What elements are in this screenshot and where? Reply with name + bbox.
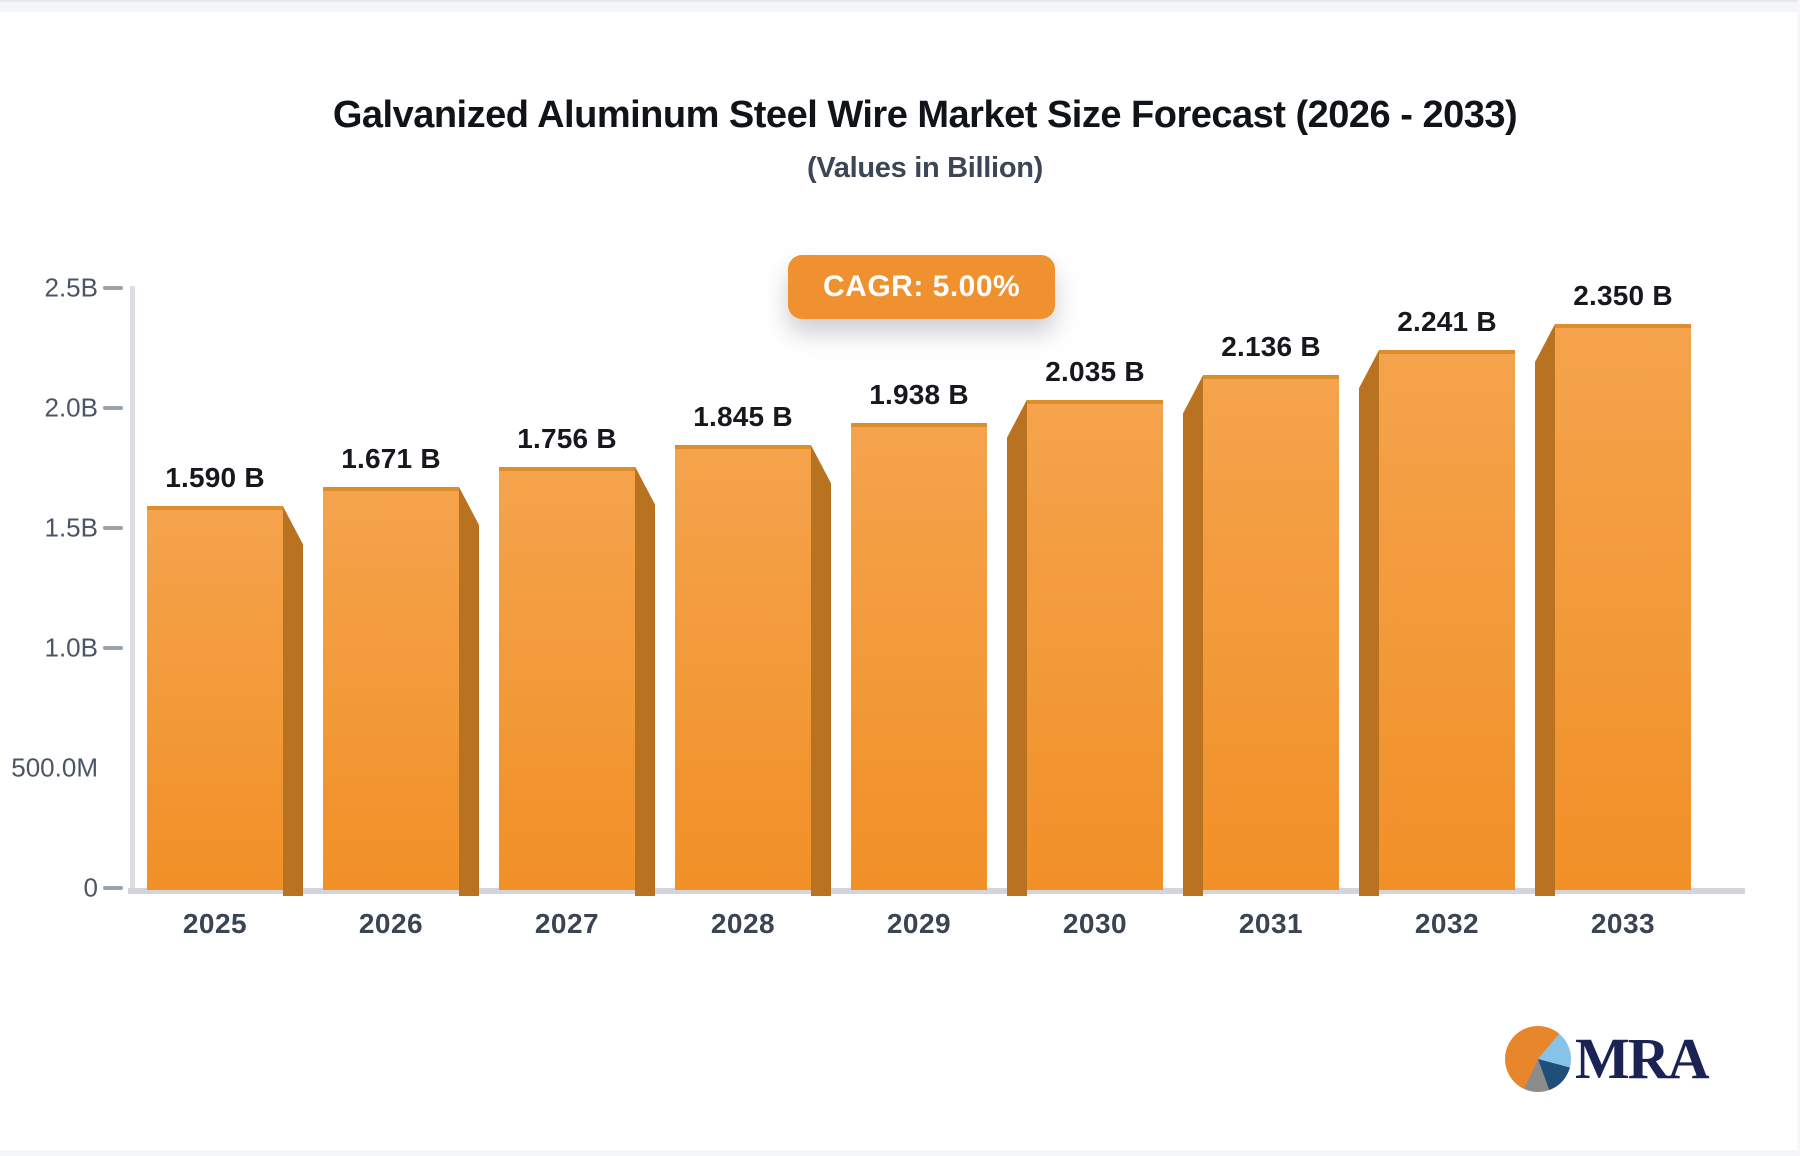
bar-value-label: 1.756 B — [517, 422, 617, 454]
x-category-label: 2027 — [534, 908, 600, 939]
pie-chart-icon — [1505, 1026, 1571, 1092]
y-tick-label: 500.0M — [11, 752, 98, 783]
page-top-strip — [0, 0, 1800, 12]
bar-side — [811, 445, 831, 896]
y-tick-label: 1.5B — [44, 512, 99, 543]
mra-logo: MRA — [1505, 1024, 1710, 1094]
bar-value-label: 2.136 B — [1221, 331, 1321, 363]
bar — [323, 486, 459, 890]
y-tick-dash — [103, 526, 123, 530]
bar — [675, 445, 811, 890]
page-bottom-strip — [0, 1150, 1800, 1156]
y-tick-label: 1.0B — [44, 632, 99, 663]
y-tick-dash — [103, 646, 123, 650]
x-category-label: 2033 — [1590, 908, 1656, 939]
chart-subtitle: (Values in Billion) — [807, 151, 1043, 184]
x-category-label: 2031 — [1238, 908, 1304, 939]
bar-side — [1183, 375, 1203, 896]
bar-value-label: 2.035 B — [1045, 355, 1145, 387]
bar-value-label: 1.671 B — [341, 442, 441, 474]
y-axis-line — [130, 286, 135, 894]
chart-header: Galvanized Aluminum Steel Wire Market Si… — [50, 94, 1800, 185]
y-tick-dash — [103, 406, 123, 410]
y-tick-label: 0 — [83, 872, 98, 903]
bar — [147, 506, 283, 890]
bar-side — [1535, 324, 1555, 896]
bar — [499, 466, 635, 890]
bar — [851, 422, 987, 890]
bar-value-label: 2.241 B — [1397, 306, 1497, 338]
y-tick-label: 2.0B — [44, 392, 99, 423]
bar-side — [459, 486, 479, 896]
bar-side — [1007, 399, 1027, 896]
bar-value-label: 1.938 B — [869, 378, 969, 410]
x-category-label: 2032 — [1414, 908, 1480, 939]
bar-side — [635, 466, 655, 896]
bar-value-label: 2.350 B — [1573, 280, 1673, 311]
x-category-label: 2025 — [182, 908, 248, 939]
x-category-label: 2028 — [710, 908, 776, 939]
y-tick-dash — [103, 286, 123, 290]
cagr-badge: CAGR: 5.00% — [788, 255, 1056, 319]
bar — [1027, 399, 1163, 890]
chart-title: Galvanized Aluminum Steel Wire Market Si… — [332, 94, 1518, 136]
bar-value-label: 1.590 B — [165, 462, 265, 494]
bar — [1555, 324, 1691, 890]
y-tick-label: 2.5B — [44, 272, 99, 303]
bar — [1203, 375, 1339, 890]
x-category-label: 2030 — [1062, 908, 1128, 939]
y-tick-dash — [103, 886, 123, 890]
x-axis-line — [128, 888, 1745, 894]
page-right-strip — [1797, 0, 1800, 1156]
bar-side — [283, 506, 303, 896]
mra-wordmark: MRA — [1575, 1026, 1710, 1091]
bar-value-label: 1.845 B — [693, 401, 793, 433]
bar-side — [1359, 350, 1379, 896]
bar — [1379, 350, 1515, 890]
x-category-label: 2029 — [886, 908, 952, 939]
x-category-label: 2026 — [358, 908, 424, 939]
